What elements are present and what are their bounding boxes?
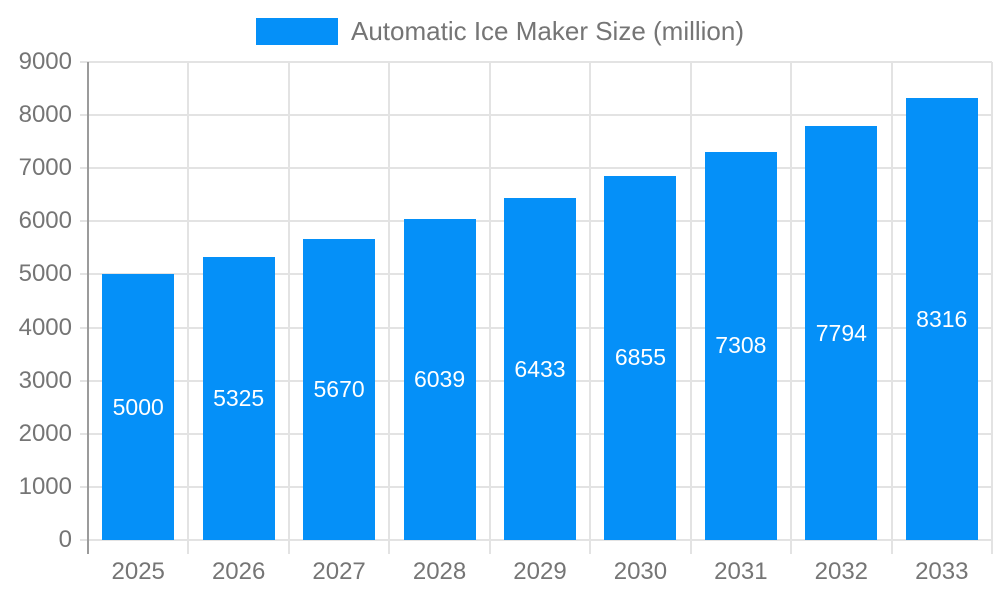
- x-tick-label: 2033: [915, 558, 969, 585]
- bar-value-label: 5000: [112, 393, 164, 420]
- bar: 5325: [202, 257, 275, 540]
- y-axis-line: [87, 62, 89, 554]
- legend-label: Automatic Ice Maker Size (million): [351, 16, 744, 46]
- bar: 6039: [403, 219, 476, 540]
- bar-value-label: 6855: [614, 344, 667, 371]
- x-gridline: [187, 62, 190, 554]
- x-tick-label: 2025: [111, 558, 165, 585]
- legend: Automatic Ice Maker Size (million): [0, 16, 1000, 46]
- y-gridline: [80, 114, 992, 117]
- y-tick-label: 5000: [18, 260, 72, 288]
- y-tick-label: 2000: [18, 419, 72, 447]
- bar-value-label: 6039: [413, 366, 466, 393]
- x-gridline: [991, 62, 993, 554]
- bar-value-label: 7308: [715, 332, 767, 359]
- bar-value-label: 7794: [815, 319, 867, 346]
- bar: 6433: [504, 198, 576, 540]
- x-gridline: [689, 62, 692, 554]
- bar: 6855: [604, 175, 677, 540]
- y-tick-label: 8000: [18, 101, 72, 129]
- x-tick-label: 2032: [814, 558, 869, 585]
- y-gridline: [80, 539, 992, 541]
- y-gridline: [80, 61, 992, 63]
- x-tick-label: 2030: [613, 558, 668, 585]
- y-gridline: [80, 167, 992, 170]
- y-tick-label: 1000: [18, 472, 72, 500]
- y-tick-label: 6000: [18, 207, 72, 235]
- x-gridline: [790, 62, 793, 554]
- bar: 5000: [102, 274, 175, 540]
- y-tick-label: 0: [58, 526, 72, 553]
- bar-value-label: 8316: [916, 305, 968, 332]
- y-tick-label: 9000: [18, 48, 72, 75]
- bar-value-label: 6433: [514, 355, 566, 382]
- bar: 7794: [805, 126, 878, 540]
- x-gridline: [488, 62, 491, 554]
- bar: 8316: [905, 98, 978, 540]
- x-tick-label: 2028: [412, 558, 467, 585]
- x-tick-label: 2027: [312, 558, 366, 585]
- bar: 5670: [303, 238, 376, 540]
- bar: 7308: [704, 151, 777, 540]
- bar-value-label: 5325: [213, 385, 265, 412]
- y-tick-label: 4000: [18, 313, 72, 341]
- x-tick-label: 2026: [211, 558, 266, 585]
- bar-value-label: 5670: [313, 375, 365, 402]
- y-tick-label: 7000: [18, 154, 72, 182]
- x-gridline: [388, 62, 391, 554]
- legend-swatch: [256, 17, 338, 45]
- y-tick-label: 3000: [18, 366, 72, 394]
- x-tick-label: 2031: [714, 558, 768, 585]
- x-gridline: [287, 62, 290, 554]
- x-tick-label: 2029: [513, 558, 567, 585]
- x-gridline: [589, 62, 592, 554]
- x-gridline: [890, 62, 893, 554]
